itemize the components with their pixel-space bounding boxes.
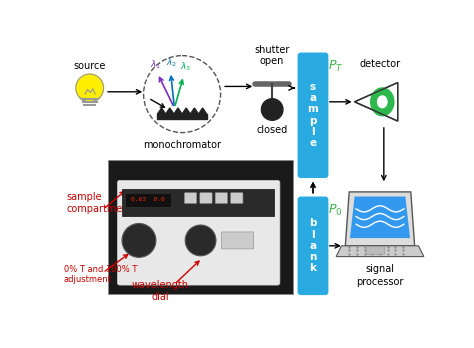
Text: 0.63  0.0: 0.63 0.0: [131, 197, 165, 202]
FancyBboxPatch shape: [298, 53, 328, 178]
Circle shape: [261, 99, 283, 120]
Text: monochromator: monochromator: [143, 140, 221, 150]
Text: closed: closed: [256, 125, 288, 135]
Text: 0% T and 100% T
adjustment: 0% T and 100% T adjustment: [64, 265, 137, 284]
FancyBboxPatch shape: [118, 180, 280, 285]
FancyBboxPatch shape: [215, 193, 228, 204]
FancyBboxPatch shape: [200, 193, 212, 204]
Polygon shape: [355, 82, 398, 121]
Text: detector: detector: [359, 60, 401, 70]
Text: signal
processor: signal processor: [356, 264, 404, 287]
FancyBboxPatch shape: [231, 193, 243, 204]
FancyBboxPatch shape: [366, 247, 384, 254]
FancyBboxPatch shape: [184, 193, 197, 204]
Text: $P_0$: $P_0$: [328, 203, 343, 218]
Text: $P_T$: $P_T$: [328, 59, 344, 74]
Polygon shape: [76, 74, 103, 102]
Circle shape: [185, 225, 216, 256]
Text: shutter
open: shutter open: [255, 45, 290, 66]
FancyBboxPatch shape: [125, 193, 171, 207]
Text: sample
compartment: sample compartment: [66, 192, 133, 214]
FancyBboxPatch shape: [122, 189, 274, 216]
FancyBboxPatch shape: [108, 160, 293, 294]
Text: $\lambda_2$: $\lambda_2$: [166, 57, 177, 70]
Polygon shape: [346, 192, 415, 246]
Ellipse shape: [371, 88, 394, 116]
Text: s
a
m
p
l
e: s a m p l e: [308, 82, 319, 148]
FancyBboxPatch shape: [221, 232, 254, 249]
Circle shape: [122, 223, 156, 258]
Text: b
l
a
n
k: b l a n k: [309, 219, 317, 273]
Text: wavelength
dial: wavelength dial: [132, 280, 189, 302]
Text: source: source: [73, 61, 106, 71]
Polygon shape: [336, 246, 424, 256]
Polygon shape: [157, 108, 207, 114]
Text: $\lambda_3$: $\lambda_3$: [180, 61, 191, 73]
Circle shape: [144, 56, 220, 133]
FancyBboxPatch shape: [298, 197, 328, 295]
Ellipse shape: [377, 95, 388, 108]
Text: $\lambda_1$: $\lambda_1$: [149, 58, 161, 71]
Polygon shape: [350, 197, 410, 238]
